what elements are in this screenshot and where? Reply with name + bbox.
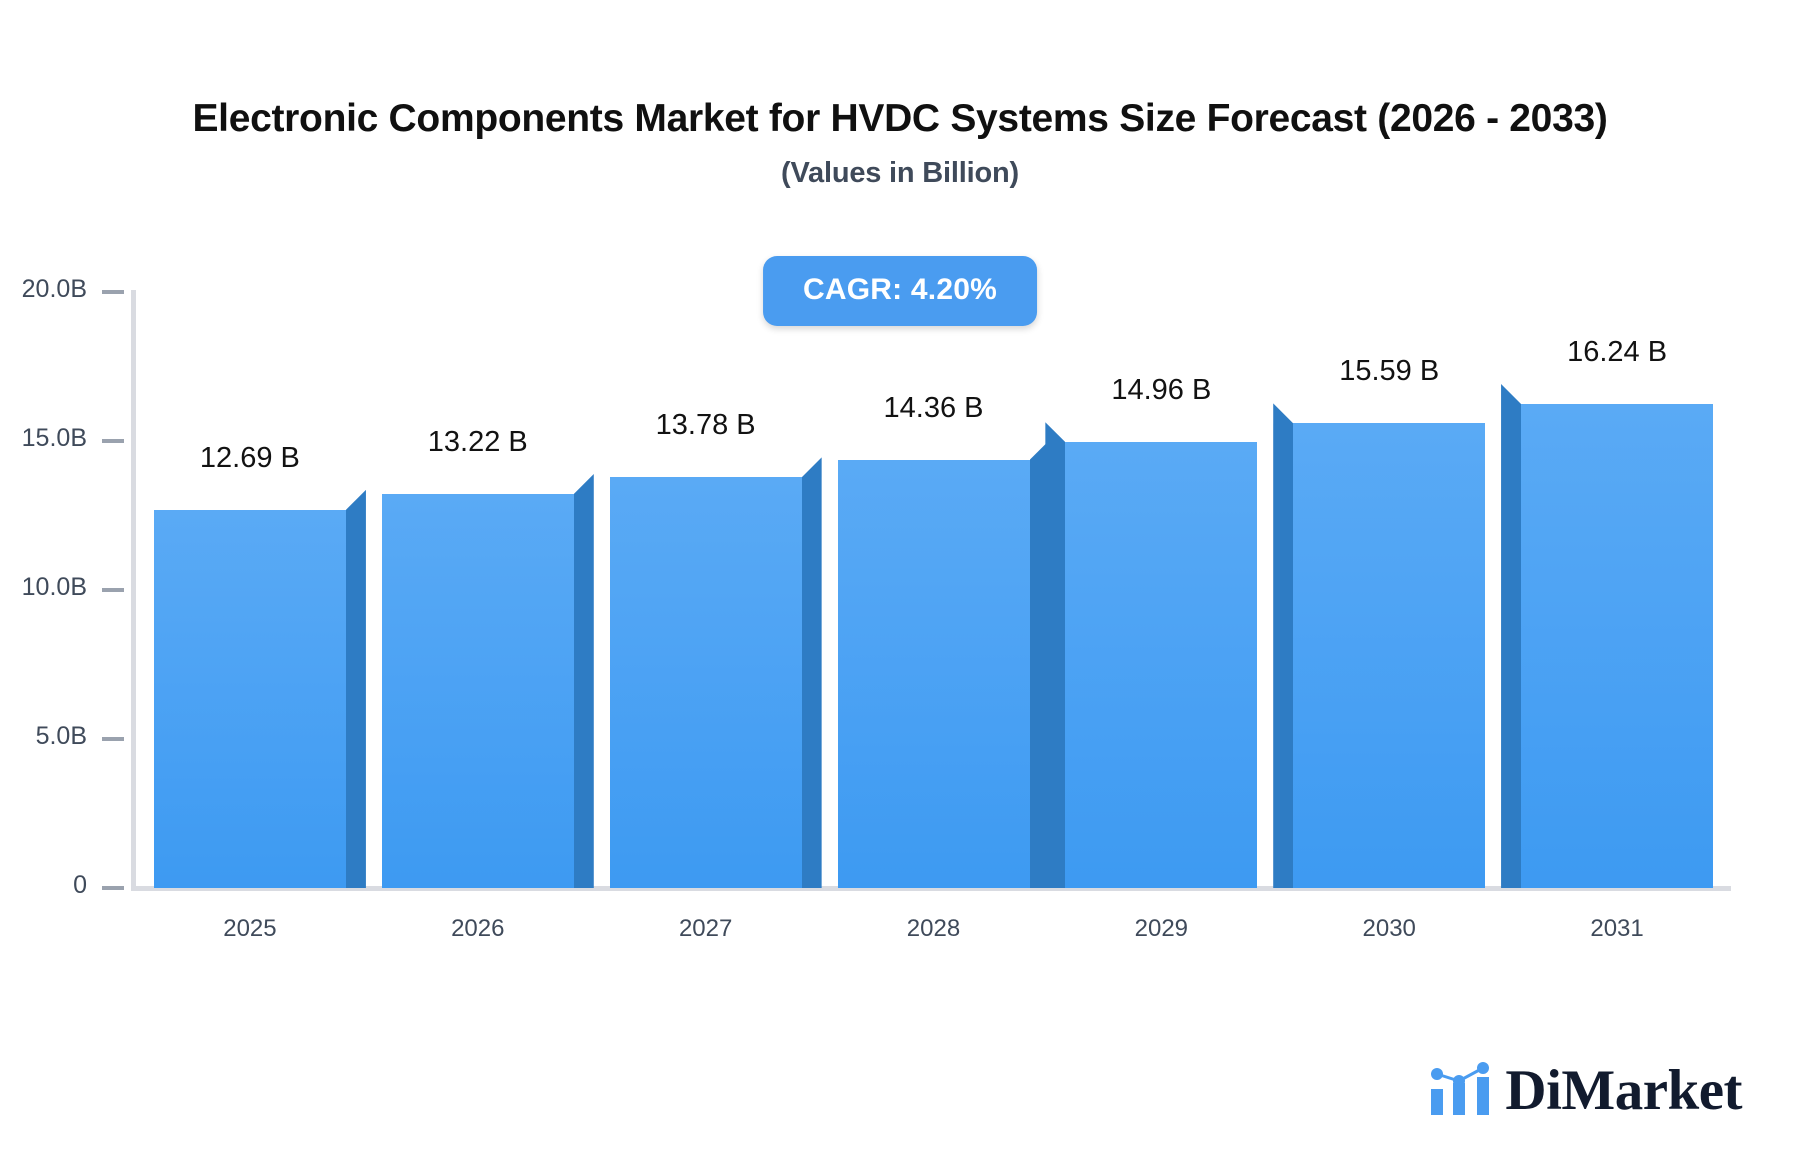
bar-2025[interactable]: [153, 489, 366, 888]
chart-subtitle: (Values in Billion): [781, 156, 1019, 189]
bar-value-label: 13.78 B: [655, 409, 756, 442]
bar-chart-logo-icon: [1429, 1059, 1491, 1122]
bar-2028[interactable]: [837, 440, 1050, 888]
title-block: Electronic Components Market for HVDC Sy…: [0, 97, 1800, 190]
bar-side-face: [1501, 384, 1522, 888]
bar-2027[interactable]: [609, 457, 822, 888]
y-axis-tick-mark: [102, 886, 124, 890]
y-axis-tick-mark: [102, 290, 124, 294]
bar-value-label: 14.96 B: [1111, 374, 1212, 407]
bar-side-face: [1273, 403, 1294, 888]
bar-front-face: [609, 477, 802, 888]
bar-front-face: [837, 460, 1030, 888]
bar-front-face: [1293, 423, 1486, 888]
bar-2029[interactable]: [1045, 422, 1258, 888]
bar-value-label: 14.36 B: [883, 392, 984, 425]
y-axis-tick-label: 10.0B: [21, 573, 87, 601]
x-axis-label-2027: 2027: [678, 915, 733, 942]
y-axis-line: [131, 290, 136, 891]
y-axis-tick-label: 5.0B: [35, 722, 87, 750]
bar-side-face: [801, 457, 822, 888]
x-axis-label-2028: 2028: [906, 915, 961, 942]
bar-value-label: 15.59 B: [1339, 355, 1440, 388]
bar-side-face: [345, 489, 366, 888]
bar-front-face: [1521, 404, 1714, 888]
logo-text: DiMarket: [1505, 1059, 1742, 1122]
x-axis-label-2030: 2030: [1362, 915, 1416, 942]
y-axis-tick-label: 15.0B: [21, 424, 87, 452]
bar-2031[interactable]: [1501, 384, 1714, 888]
bar-front-face: [153, 509, 346, 888]
x-axis-label-2026: 2026: [451, 915, 505, 942]
bar-side-face: [573, 474, 594, 888]
x-axis-label-2029: 2029: [1134, 915, 1189, 942]
x-axis-label-2025: 2025: [223, 915, 277, 942]
y-axis-tick-mark: [102, 439, 124, 443]
bar-value-label: 12.69 B: [199, 441, 300, 474]
bar-front-face: [1065, 442, 1258, 888]
x-axis-line: [131, 886, 1731, 891]
cagr-badge[interactable]: CAGR: 4.20%: [763, 256, 1037, 326]
bar-2030[interactable]: [1273, 403, 1486, 888]
bar-value-label: 13.22 B: [427, 426, 528, 459]
bar-side-face: [1045, 422, 1066, 888]
bar-front-face: [381, 494, 574, 888]
brand-logo: DiMarket: [1429, 1059, 1742, 1122]
bar-side-face: [1029, 440, 1050, 888]
bar-2026[interactable]: [381, 474, 594, 888]
y-axis-tick-label: 20.0B: [21, 275, 87, 303]
y-axis-tick-mark: [102, 737, 124, 741]
bar-value-label: 16.24 B: [1567, 336, 1668, 369]
x-axis-label-2031: 2031: [1590, 915, 1644, 942]
y-axis-tick-mark: [102, 588, 124, 592]
page-title: Electronic Components Market for HVDC Sy…: [192, 97, 1608, 140]
y-axis-tick-label: 0: [73, 871, 87, 899]
